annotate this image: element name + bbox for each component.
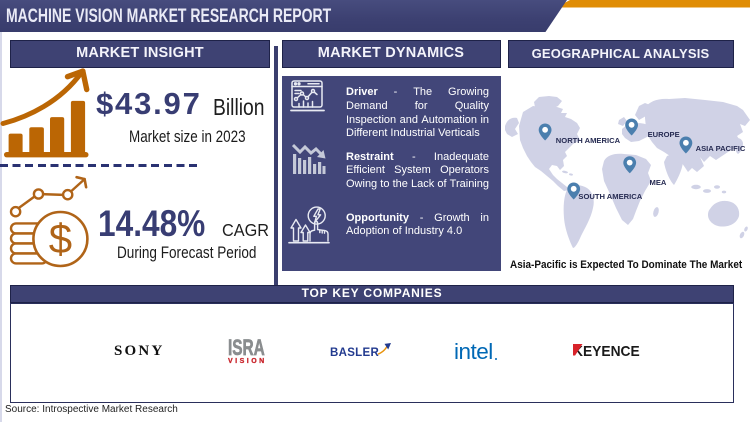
svg-text:ASIA PACIFIC: ASIA PACIFIC [696,144,746,153]
svg-text:NORTH AMERICA: NORTH AMERICA [556,136,621,145]
svg-text:EUROPE: EUROPE [648,130,680,139]
svg-text:SOUTH AMERICA: SOUTH AMERICA [578,192,642,201]
svg-text:$: $ [49,215,72,262]
svg-text:MEA: MEA [650,178,667,187]
